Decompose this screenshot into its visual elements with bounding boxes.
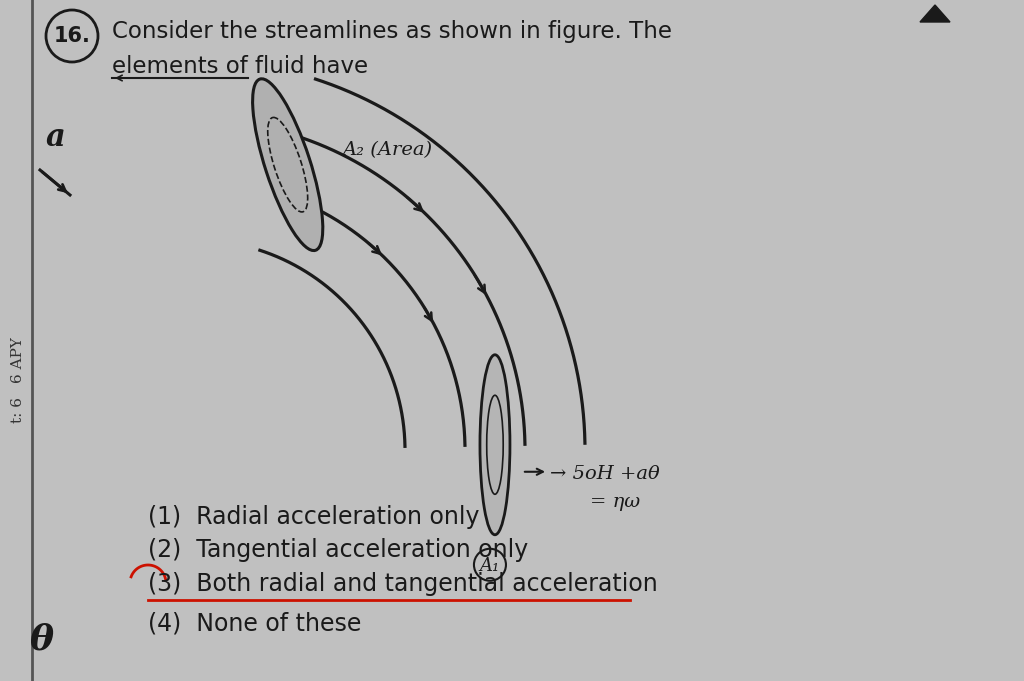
Text: → 5oH +aθ: → 5oH +aθ: [550, 464, 659, 483]
Text: (2)  Tangential acceleration only: (2) Tangential acceleration only: [148, 538, 528, 562]
Polygon shape: [920, 5, 950, 22]
Text: elements of fluid have: elements of fluid have: [112, 55, 368, 78]
Text: A₂ (Area): A₂ (Area): [343, 141, 433, 159]
Text: 16.: 16.: [53, 26, 90, 46]
Text: Consider the streamlines as shown in figure. The: Consider the streamlines as shown in fig…: [112, 20, 672, 43]
Text: 6 APY: 6 APY: [11, 337, 25, 383]
Text: t: 6: t: 6: [11, 397, 25, 423]
Text: A₁: A₁: [480, 557, 500, 575]
Text: a: a: [45, 123, 65, 153]
Text: (4)  None of these: (4) None of these: [148, 612, 361, 636]
Text: (1)  Radial acceleration only: (1) Radial acceleration only: [148, 505, 479, 529]
Text: = ηω: = ηω: [590, 493, 640, 511]
Ellipse shape: [480, 355, 510, 535]
Ellipse shape: [253, 79, 323, 251]
Text: (3)  Both radial and tangential acceleration: (3) Both radial and tangential accelerat…: [148, 572, 657, 596]
Text: θ: θ: [30, 623, 54, 657]
